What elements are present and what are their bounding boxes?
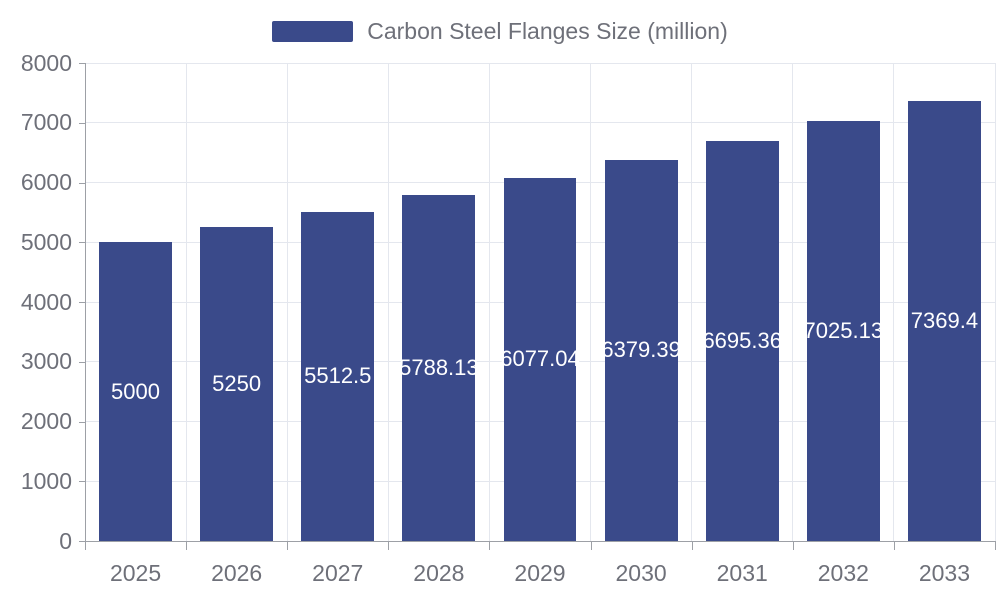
bar-value-label: 5788.13 xyxy=(399,355,479,381)
x-axis-label: 2033 xyxy=(918,560,971,586)
y-axis-label: 1000 xyxy=(20,467,72,494)
x-axis-label: 2032 xyxy=(817,560,869,586)
x-axis-tick xyxy=(186,542,188,550)
y-axis-label: 0 xyxy=(59,527,72,554)
bar-value-label: 5250 xyxy=(212,371,262,397)
y-axis-label: 7000 xyxy=(20,109,72,136)
bar-value-label: 5512.5 xyxy=(304,363,372,389)
x-axis-tick xyxy=(388,542,390,550)
grid-line-h xyxy=(85,62,995,64)
x-axis-tick xyxy=(287,542,289,550)
y-axis-label: 3000 xyxy=(20,348,72,375)
bar-2031[interactable]: 6695.36 xyxy=(702,140,782,541)
grid-line-v xyxy=(286,63,288,541)
x-axis-label: 2026 xyxy=(211,560,263,586)
bar-value-label: 6379.39 xyxy=(601,337,681,363)
x-axis-label: 2029 xyxy=(514,560,566,586)
grid-line-v xyxy=(792,63,794,541)
y-axis-line xyxy=(85,63,86,541)
x-axis-tick xyxy=(489,542,491,550)
bar-value-label: 6077.04 xyxy=(500,346,580,372)
x-axis-tick xyxy=(792,542,794,550)
bar-2027[interactable]: 5512.5 xyxy=(301,211,375,541)
bar-2025[interactable]: 5000 xyxy=(99,242,172,541)
grid-line-v xyxy=(994,63,996,541)
bar-2029[interactable]: 6077.04 xyxy=(500,177,580,541)
y-axis-tick xyxy=(79,421,85,423)
y-axis-tick xyxy=(79,302,85,303)
y-axis-tick xyxy=(79,122,85,124)
y-axis-tick xyxy=(79,242,85,244)
bar-2030[interactable]: 6379.39 xyxy=(601,159,681,541)
x-axis-tick xyxy=(691,542,693,550)
x-axis-label: 2025 xyxy=(109,560,162,586)
y-axis-tick xyxy=(79,541,85,542)
y-axis-tick xyxy=(79,63,85,64)
bar-2028[interactable]: 5788.13 xyxy=(399,195,479,541)
plot-area: 5000 5250 5512.5 5788.13 6077.04 6379.39 6695.… xyxy=(85,62,996,541)
y-axis-tick xyxy=(79,361,85,363)
legend-label: Carbon Steel Flanges Size (million) xyxy=(367,18,728,44)
x-axis-label: 2027 xyxy=(312,560,364,586)
legend-swatch xyxy=(272,20,354,42)
x-axis-tick xyxy=(893,542,895,550)
x-axis-tick xyxy=(85,542,86,550)
grid-line-v xyxy=(185,63,187,541)
x-axis-tick xyxy=(590,542,592,550)
x-axis-tick xyxy=(995,542,996,550)
grid-line-h xyxy=(85,122,995,124)
grid-line-v xyxy=(590,63,592,541)
grid-line-v xyxy=(893,63,895,541)
x-axis-line xyxy=(85,541,996,542)
legend-item[interactable]: Carbon Steel Flanges Size (million) xyxy=(0,17,1000,45)
x-axis-label: 2030 xyxy=(615,560,667,586)
bar-value-label: 5000 xyxy=(111,378,161,404)
y-axis-label: 6000 xyxy=(20,169,72,195)
bar-2033[interactable]: 7369.4 xyxy=(908,100,981,541)
bar-value-label: 7369.4 xyxy=(910,307,979,333)
grid-line-v xyxy=(691,63,693,541)
x-axis-label: 2031 xyxy=(716,560,768,586)
y-axis-tick xyxy=(79,182,85,184)
y-axis-label: 8000 xyxy=(20,49,72,76)
bar-value-label: 6695.36 xyxy=(702,327,782,353)
y-axis-tick xyxy=(79,481,85,483)
x-axis-label: 2028 xyxy=(413,560,465,586)
bar-2032[interactable]: 7025.13 xyxy=(804,121,883,541)
grid-line-v xyxy=(488,63,490,541)
bar-value-label: 7025.13 xyxy=(803,318,884,344)
bar-2026[interactable]: 5250 xyxy=(200,227,274,541)
y-axis-label: 4000 xyxy=(20,288,72,315)
grid-line-v xyxy=(387,63,389,541)
y-axis-label: 5000 xyxy=(20,228,72,255)
y-axis-label: 2000 xyxy=(20,408,72,434)
